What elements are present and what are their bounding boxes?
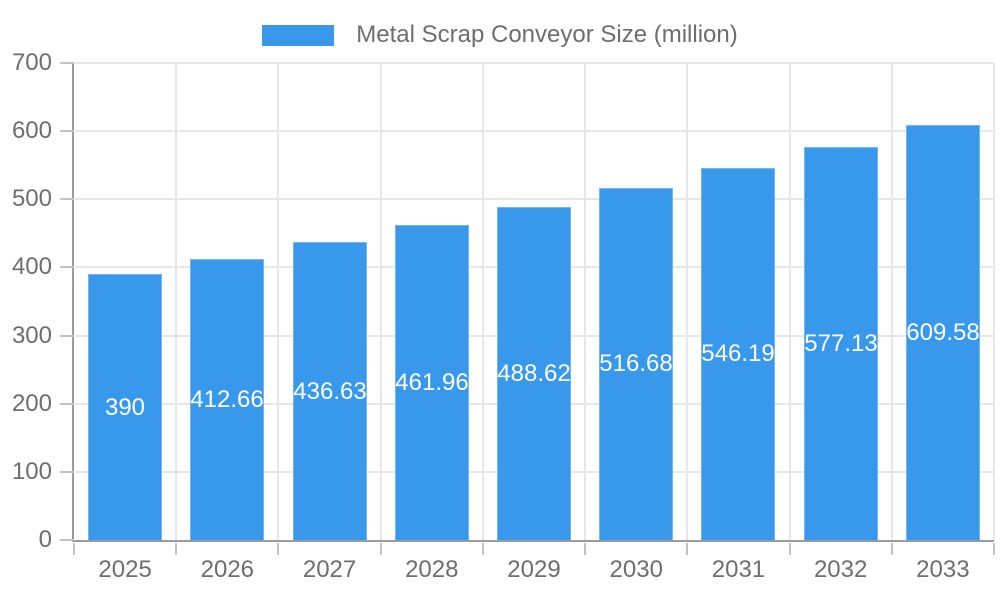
y-axis-tick	[60, 470, 74, 473]
bar-2031[interactable]: 546.19	[701, 167, 775, 540]
gridline-vertical	[277, 63, 280, 540]
bar-value-label: 390	[104, 393, 146, 421]
y-axis-tick-label: 400	[11, 253, 52, 281]
bar-2033[interactable]: 609.58	[906, 124, 980, 540]
bar-2030[interactable]: 516.68	[599, 187, 673, 540]
gridline-horizontal	[74, 198, 994, 201]
y-axis-tick-label: 500	[11, 185, 52, 213]
bar-2032[interactable]: 577.13	[804, 146, 878, 540]
bar-value-label: 436.63	[293, 377, 367, 405]
gridline-horizontal	[74, 62, 994, 64]
bar-value-label: 488.62	[497, 360, 571, 387]
y-axis-tick	[60, 334, 74, 337]
y-axis-tick	[60, 539, 74, 541]
x-axis-line	[72, 540, 994, 542]
bar-value-label: 546.19	[701, 340, 775, 368]
x-axis-tick	[686, 543, 689, 555]
gridline-vertical	[175, 63, 178, 540]
bar-value-label: 461.96	[395, 369, 469, 397]
y-axis-tick-label: 600	[11, 117, 52, 145]
bar-value-label: 609.58	[906, 318, 980, 346]
gridline-vertical	[379, 63, 382, 540]
x-axis-tick-label: 2032	[813, 556, 868, 583]
y-axis-tick	[60, 62, 74, 64]
gridline-horizontal	[74, 130, 994, 133]
x-axis-tick-label: 2030	[609, 556, 663, 583]
y-axis-tick-label: 700	[11, 49, 52, 76]
bar-2029[interactable]: 488.62	[497, 207, 571, 540]
y-axis-tick-label: 100	[11, 457, 52, 485]
bar-2028[interactable]: 461.96	[395, 225, 469, 540]
x-axis-tick	[277, 543, 280, 555]
gridline-vertical	[481, 63, 484, 540]
x-axis-tick	[175, 543, 178, 555]
x-axis-tick	[788, 543, 791, 555]
x-axis-tick-label: 2033	[916, 556, 970, 583]
gridline-vertical	[788, 63, 791, 540]
y-axis-tick-label: 200	[11, 389, 52, 417]
y-axis-line	[72, 63, 74, 542]
y-axis-tick-label: 0	[38, 526, 52, 553]
x-axis-tick-label: 2027	[302, 556, 357, 583]
y-axis-tick	[60, 130, 74, 133]
x-axis-tick	[993, 543, 995, 555]
x-axis-tick-label: 2025	[98, 556, 152, 583]
legend-swatch-icon	[262, 24, 335, 46]
legend-label: Metal Scrap Conveyor Size (million)	[356, 21, 738, 48]
x-axis-tick	[584, 543, 587, 555]
gridline-vertical	[584, 63, 587, 540]
bar-value-label: 516.68	[599, 350, 673, 378]
x-axis-tick-label: 2031	[711, 556, 766, 583]
x-axis-tick	[890, 543, 893, 555]
x-axis-tick	[481, 543, 484, 555]
x-axis-tick	[73, 543, 75, 555]
x-axis-tick	[379, 543, 382, 555]
gridline-vertical	[890, 63, 893, 540]
x-axis-tick-label: 2029	[507, 556, 561, 583]
bar-2027[interactable]: 436.63	[293, 242, 367, 540]
gridline-vertical	[686, 63, 689, 540]
plot-area: 390 412.66 436.63 461.96 488.62 516.68 546.19 5…	[74, 62, 995, 540]
y-axis-tick	[60, 266, 74, 269]
bar-2025[interactable]: 390	[88, 274, 162, 540]
bar-2026[interactable]: 412.66	[190, 258, 264, 540]
legend[interactable]: Metal Scrap Conveyor Size (million)	[0, 21, 1000, 49]
x-axis-tick-label: 2026	[200, 556, 255, 583]
gridline-vertical	[993, 63, 995, 540]
bar-value-label: 412.66	[190, 385, 264, 413]
y-axis-tick-label: 300	[11, 321, 52, 349]
y-axis-tick	[60, 402, 74, 405]
x-axis-tick-label: 2028	[405, 556, 459, 583]
bar-value-label: 577.13	[804, 329, 878, 357]
y-axis-tick	[60, 198, 74, 201]
